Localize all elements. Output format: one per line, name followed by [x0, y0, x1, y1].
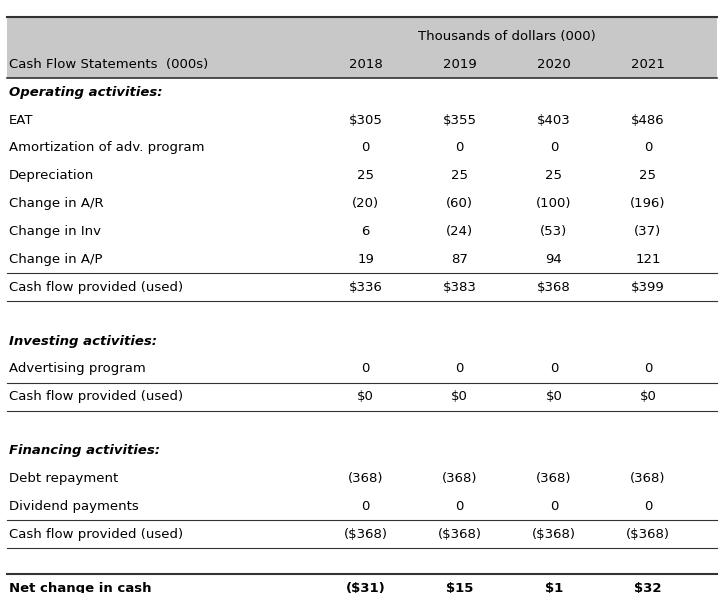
Text: 87: 87: [451, 253, 468, 266]
Text: $336: $336: [349, 280, 382, 294]
Text: 25: 25: [357, 169, 374, 182]
Text: Cash flow provided (used): Cash flow provided (used): [9, 280, 183, 294]
Text: ($31): ($31): [346, 582, 385, 593]
Text: Operating activities:: Operating activities:: [9, 86, 162, 99]
Text: (100): (100): [536, 197, 572, 210]
Text: $368: $368: [537, 280, 571, 294]
Text: $403: $403: [537, 114, 571, 126]
Text: $0: $0: [357, 390, 374, 403]
Text: $383: $383: [443, 280, 476, 294]
Text: 25: 25: [545, 169, 563, 182]
FancyBboxPatch shape: [7, 17, 717, 78]
Text: 0: 0: [644, 362, 652, 375]
Text: 0: 0: [550, 141, 558, 154]
Text: Amortization of adv. program: Amortization of adv. program: [9, 141, 204, 154]
Text: Cash flow provided (used): Cash flow provided (used): [9, 528, 183, 541]
Text: 121: 121: [635, 253, 661, 266]
Text: $355: $355: [443, 114, 476, 126]
Text: (196): (196): [630, 197, 666, 210]
Text: $399: $399: [631, 280, 665, 294]
Text: 0: 0: [361, 362, 370, 375]
Text: ($368): ($368): [438, 528, 481, 541]
Text: EAT: EAT: [9, 114, 33, 126]
Text: 0: 0: [550, 362, 558, 375]
Text: ($368): ($368): [532, 528, 576, 541]
Text: 0: 0: [455, 362, 464, 375]
Text: Change in A/P: Change in A/P: [9, 253, 102, 266]
Text: 2019: 2019: [443, 59, 476, 71]
Text: (24): (24): [446, 225, 473, 238]
Text: ($368): ($368): [344, 528, 387, 541]
Text: 19: 19: [357, 253, 374, 266]
Text: $0: $0: [545, 390, 563, 403]
Text: Change in A/R: Change in A/R: [9, 197, 104, 210]
Text: $0: $0: [451, 390, 468, 403]
Text: 25: 25: [451, 169, 468, 182]
Text: Cash Flow Statements  (000s): Cash Flow Statements (000s): [9, 59, 208, 71]
Text: Depreciation: Depreciation: [9, 169, 94, 182]
Text: $1: $1: [544, 582, 563, 593]
Text: ($368): ($368): [626, 528, 670, 541]
Text: 0: 0: [644, 141, 652, 154]
Text: 94: 94: [545, 253, 563, 266]
Text: 0: 0: [455, 500, 464, 513]
Text: $486: $486: [631, 114, 665, 126]
Text: Financing activities:: Financing activities:: [9, 444, 160, 457]
Text: 0: 0: [361, 500, 370, 513]
Text: (368): (368): [442, 472, 478, 485]
Text: Cash flow provided (used): Cash flow provided (used): [9, 390, 183, 403]
Text: 25: 25: [639, 169, 657, 182]
Text: Dividend payments: Dividend payments: [9, 500, 138, 513]
Text: Net change in cash: Net change in cash: [9, 582, 151, 593]
Text: (53): (53): [540, 225, 568, 238]
Text: Thousands of dollars (000): Thousands of dollars (000): [418, 30, 596, 43]
Text: 6: 6: [361, 225, 370, 238]
Text: (368): (368): [348, 472, 384, 485]
Text: Debt repayment: Debt repayment: [9, 472, 118, 485]
Text: (60): (60): [446, 197, 473, 210]
Text: 0: 0: [644, 500, 652, 513]
Text: Investing activities:: Investing activities:: [9, 334, 156, 347]
Text: (368): (368): [536, 472, 572, 485]
Text: Change in Inv: Change in Inv: [9, 225, 101, 238]
Text: (368): (368): [630, 472, 666, 485]
Text: $15: $15: [446, 582, 473, 593]
Text: $0: $0: [639, 390, 657, 403]
Text: (20): (20): [352, 197, 379, 210]
Text: (37): (37): [634, 225, 662, 238]
Text: 2020: 2020: [537, 59, 571, 71]
Text: 0: 0: [455, 141, 464, 154]
Text: 2018: 2018: [349, 59, 382, 71]
Text: 2021: 2021: [631, 59, 665, 71]
Text: 0: 0: [361, 141, 370, 154]
Text: 0: 0: [550, 500, 558, 513]
Text: Advertising program: Advertising program: [9, 362, 146, 375]
Text: $32: $32: [634, 582, 662, 593]
Text: $305: $305: [349, 114, 382, 126]
